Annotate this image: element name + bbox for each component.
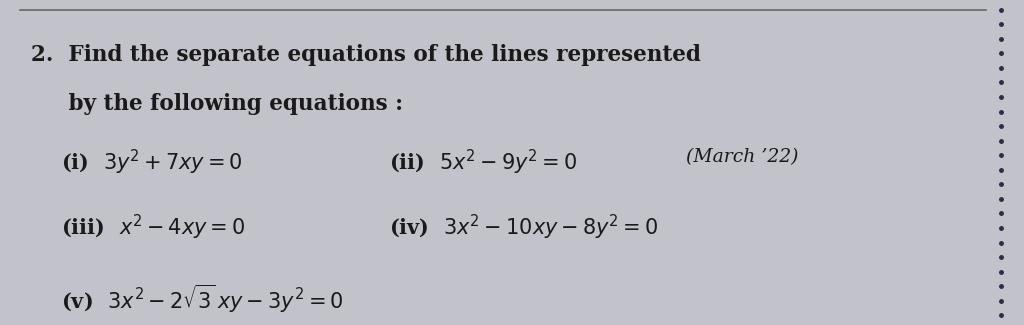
Text: (iii)  $x^2-4xy=0$: (iii) $x^2-4xy=0$ <box>61 213 246 242</box>
Text: (iv)  $3x^2-10xy-8y^2=0$: (iv) $3x^2-10xy-8y^2=0$ <box>389 213 658 242</box>
Text: (March ’22): (March ’22) <box>686 148 799 166</box>
Text: (i)  $3y^2+7xy=0$: (i) $3y^2+7xy=0$ <box>61 148 244 177</box>
Text: (v)  $3x^2-2\sqrt{3}\,xy-3y^2=0$: (v) $3x^2-2\sqrt{3}\,xy-3y^2=0$ <box>61 283 344 315</box>
Text: (ii)  $5x^2-9y^2=0$: (ii) $5x^2-9y^2=0$ <box>389 148 578 177</box>
Text: 2.  Find the separate equations of the lines represented: 2. Find the separate equations of the li… <box>31 44 700 66</box>
Text: by the following equations :: by the following equations : <box>31 93 402 115</box>
